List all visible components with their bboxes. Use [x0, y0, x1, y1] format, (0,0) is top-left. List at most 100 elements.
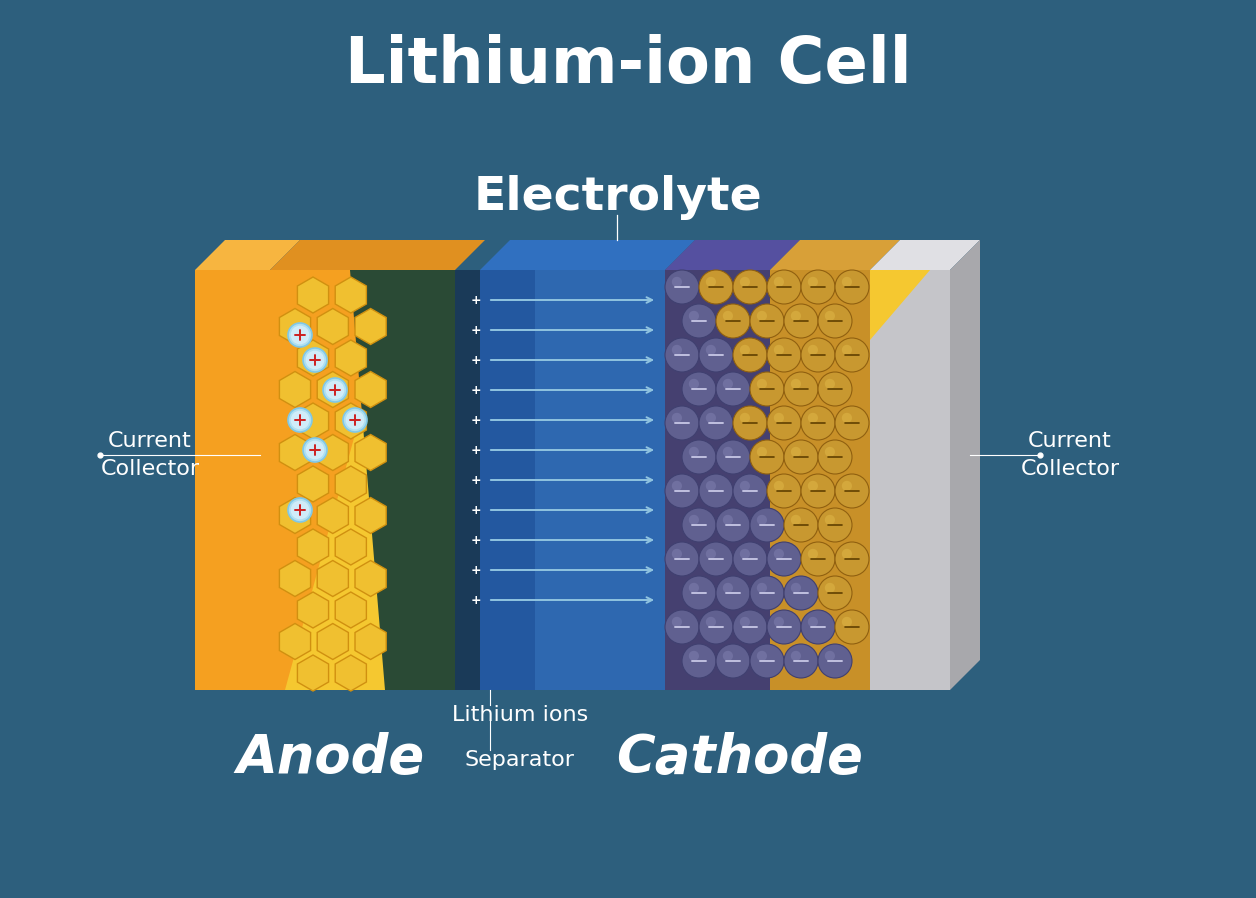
Circle shape	[716, 576, 750, 610]
Circle shape	[767, 338, 801, 372]
Circle shape	[774, 345, 784, 355]
Text: Cathode: Cathode	[617, 732, 863, 784]
Polygon shape	[355, 560, 386, 596]
Polygon shape	[279, 372, 310, 408]
Text: +: +	[471, 323, 481, 337]
Polygon shape	[355, 372, 386, 408]
Circle shape	[688, 447, 700, 457]
Circle shape	[323, 378, 347, 402]
Circle shape	[825, 447, 835, 457]
Circle shape	[774, 549, 784, 559]
Circle shape	[740, 480, 750, 491]
Polygon shape	[279, 435, 310, 471]
Circle shape	[682, 304, 716, 338]
Text: +: +	[471, 294, 481, 306]
Circle shape	[345, 410, 364, 429]
Circle shape	[774, 480, 784, 491]
Circle shape	[818, 440, 852, 474]
Circle shape	[750, 508, 784, 542]
Text: Current
Collector: Current Collector	[1020, 431, 1119, 479]
Polygon shape	[480, 240, 695, 270]
Circle shape	[672, 549, 682, 559]
Circle shape	[835, 542, 869, 576]
Circle shape	[825, 379, 835, 389]
Circle shape	[664, 270, 700, 304]
Circle shape	[288, 323, 311, 347]
Circle shape	[842, 549, 852, 559]
Circle shape	[825, 515, 835, 525]
Polygon shape	[270, 270, 455, 690]
Polygon shape	[770, 240, 901, 270]
Circle shape	[700, 406, 734, 440]
Polygon shape	[870, 270, 950, 690]
Circle shape	[818, 372, 852, 406]
Circle shape	[688, 515, 700, 525]
Polygon shape	[298, 340, 329, 376]
Circle shape	[734, 406, 767, 440]
Circle shape	[734, 610, 767, 644]
Polygon shape	[279, 623, 310, 659]
Circle shape	[791, 379, 801, 389]
Circle shape	[750, 372, 784, 406]
Circle shape	[842, 617, 852, 627]
Polygon shape	[335, 655, 367, 691]
Circle shape	[722, 583, 734, 593]
Circle shape	[825, 583, 835, 593]
Circle shape	[722, 651, 734, 661]
Circle shape	[757, 379, 767, 389]
Circle shape	[700, 542, 734, 576]
Circle shape	[835, 338, 869, 372]
Circle shape	[722, 447, 734, 457]
Circle shape	[835, 474, 869, 508]
Circle shape	[706, 413, 716, 423]
Circle shape	[716, 440, 750, 474]
Circle shape	[700, 474, 734, 508]
Circle shape	[734, 542, 767, 576]
Circle shape	[801, 406, 835, 440]
Circle shape	[664, 338, 700, 372]
Circle shape	[784, 304, 818, 338]
Circle shape	[808, 345, 818, 355]
Polygon shape	[770, 270, 870, 690]
Polygon shape	[335, 277, 367, 313]
Circle shape	[672, 277, 682, 287]
Circle shape	[808, 549, 818, 559]
Circle shape	[716, 644, 750, 678]
Polygon shape	[298, 277, 329, 313]
Circle shape	[784, 644, 818, 678]
Circle shape	[784, 576, 818, 610]
Circle shape	[784, 508, 818, 542]
Circle shape	[740, 345, 750, 355]
Circle shape	[767, 610, 801, 644]
Text: Separator: Separator	[465, 750, 575, 770]
Circle shape	[688, 311, 700, 321]
Circle shape	[791, 447, 801, 457]
Circle shape	[784, 372, 818, 406]
Circle shape	[682, 644, 716, 678]
Circle shape	[801, 610, 835, 644]
Circle shape	[842, 277, 852, 287]
Circle shape	[672, 413, 682, 423]
Circle shape	[791, 515, 801, 525]
Polygon shape	[195, 270, 270, 690]
Circle shape	[664, 542, 700, 576]
Circle shape	[706, 549, 716, 559]
Text: Current
Collector: Current Collector	[100, 431, 200, 479]
Circle shape	[716, 508, 750, 542]
Circle shape	[757, 651, 767, 661]
Circle shape	[664, 406, 700, 440]
Circle shape	[825, 311, 835, 321]
Circle shape	[700, 338, 734, 372]
Polygon shape	[298, 403, 329, 439]
Circle shape	[305, 441, 324, 460]
Text: +: +	[471, 504, 481, 516]
Polygon shape	[870, 270, 929, 340]
Polygon shape	[298, 592, 329, 628]
Circle shape	[791, 311, 801, 321]
Circle shape	[734, 338, 767, 372]
Polygon shape	[270, 240, 485, 270]
Text: +: +	[471, 533, 481, 547]
Circle shape	[290, 326, 309, 344]
Circle shape	[791, 651, 801, 661]
Circle shape	[767, 542, 801, 576]
